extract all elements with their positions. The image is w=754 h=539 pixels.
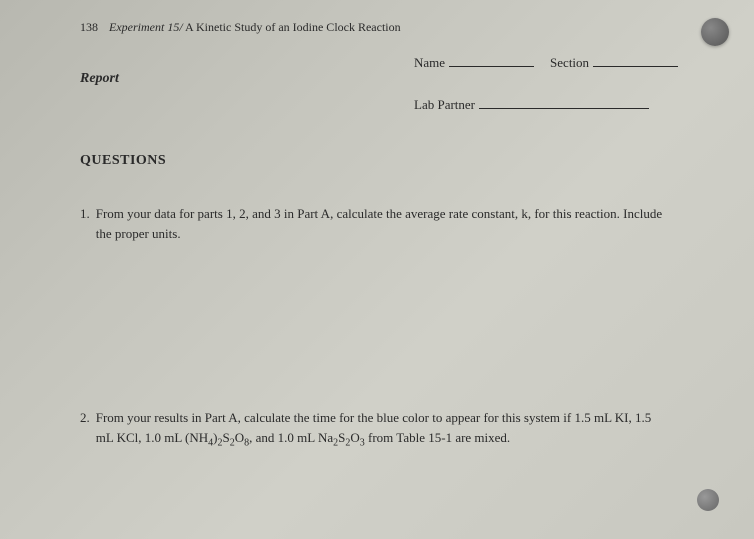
section-input-line[interactable]	[593, 53, 678, 67]
questions-heading: QUESTIONS	[80, 153, 694, 169]
question-1-text: From your data for parts 1, 2, and 3 in …	[96, 204, 694, 243]
q2-m3: O	[235, 430, 244, 445]
q2-l2a: mL KCl, 1.0 mL (NH	[96, 430, 208, 445]
q2-suffix: from Table 15-1 are mixed.	[365, 430, 510, 445]
worksheet-page: 138 Experiment 15/ A Kinetic Study of an…	[0, 0, 754, 539]
name-section-fields: Name Section	[414, 53, 694, 87]
lab-partner-input-line[interactable]	[479, 95, 649, 109]
question-1: 1. From your data for parts 1, 2, and 3 …	[80, 204, 694, 243]
section-label: Section	[550, 55, 589, 71]
name-input-line[interactable]	[449, 53, 534, 67]
hole-punch-bottom-icon	[697, 489, 719, 511]
partner-row: Lab Partner	[80, 95, 694, 113]
experiment-label: Experiment 15/	[109, 20, 183, 34]
lab-partner-label: Lab Partner	[414, 97, 475, 113]
page-header: 138 Experiment 15/ A Kinetic Study of an…	[80, 20, 694, 35]
q1-line1: From your data for parts 1, 2, and 3 in …	[96, 206, 662, 221]
question-1-number: 1.	[80, 204, 90, 243]
q2-prefix: From your results in Part A, calculate t…	[96, 410, 652, 425]
q2-m6: O	[350, 430, 359, 445]
question-2: 2. From your results in Part A, calculat…	[80, 408, 694, 450]
hole-punch-icon	[701, 18, 729, 46]
q2-m4: , and 1.0 mL Na	[249, 430, 333, 445]
q1-line2: the proper units.	[96, 226, 181, 241]
q2-m2: S	[223, 430, 230, 445]
name-label: Name	[414, 55, 445, 71]
partner-fields: Lab Partner	[414, 95, 694, 113]
page-number: 138	[80, 20, 98, 34]
question-2-text: From your results in Part A, calculate t…	[96, 408, 694, 450]
info-row-1: Report Name Section	[80, 53, 694, 87]
question-2-number: 2.	[80, 408, 90, 450]
report-label: Report	[80, 71, 119, 87]
experiment-title: A Kinetic Study of an Iodine Clock React…	[185, 20, 401, 34]
